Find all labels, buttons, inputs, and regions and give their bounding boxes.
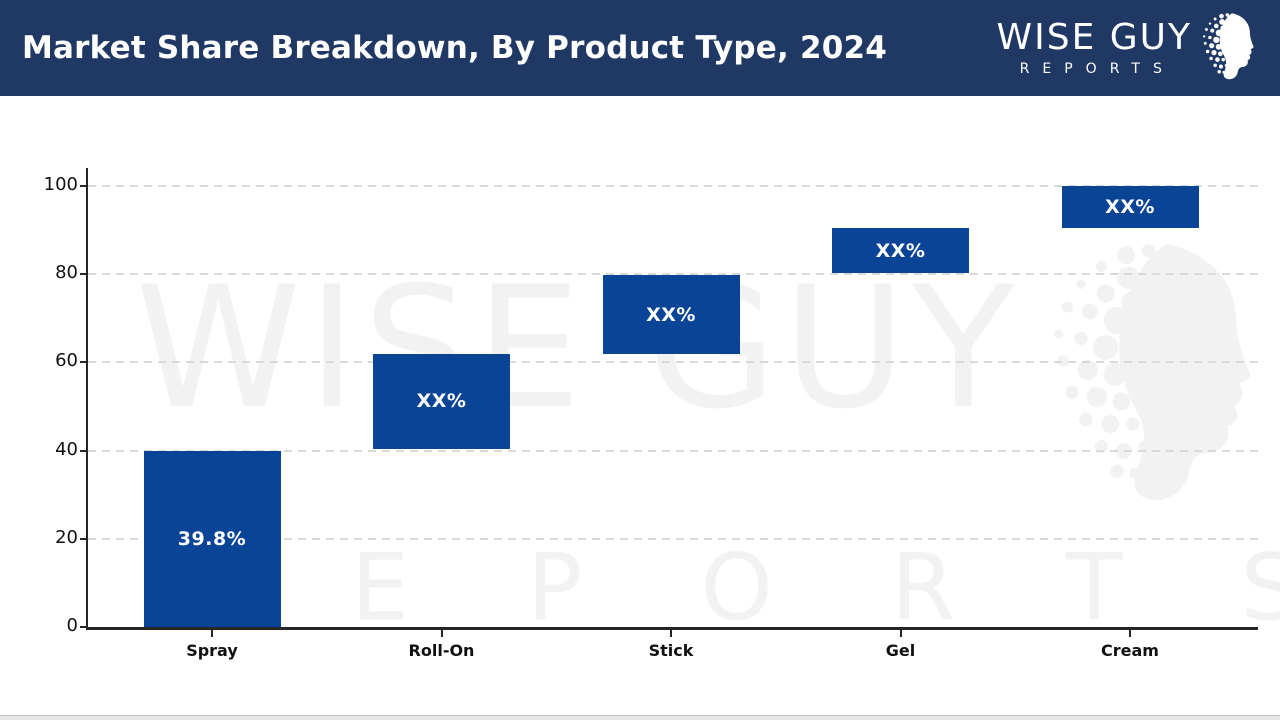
bar-roll-on: XX% xyxy=(373,353,510,449)
y-tick-100 xyxy=(80,185,88,187)
bar-gel: XX% xyxy=(832,228,969,274)
bar-value-label: 39.8% xyxy=(177,528,247,551)
bottom-strip xyxy=(0,715,1280,720)
bar-value-label: XX% xyxy=(416,390,467,413)
gridline-20 xyxy=(88,537,1258,540)
y-tick-20 xyxy=(80,537,88,540)
y-tick-60 xyxy=(80,361,88,364)
logo-text: WISE GUY REPORTS xyxy=(996,17,1193,77)
y-tick-label-80: 80 xyxy=(55,262,78,284)
y-axis-line xyxy=(86,168,88,629)
y-tick-40 xyxy=(80,449,88,452)
logo-wordmark: WISE GUY xyxy=(996,17,1192,58)
x-tick-spray xyxy=(211,630,213,637)
logo-head-icon xyxy=(1196,8,1254,88)
x-tick-label-stick: Stick xyxy=(648,641,694,660)
watermark-subtitle: REPORTS xyxy=(169,534,1280,641)
x-tick-roll-on xyxy=(440,630,443,637)
x-tick-gel xyxy=(899,630,902,637)
gridline-80 xyxy=(88,273,1258,276)
bar-value-label: XX% xyxy=(646,303,696,326)
y-tick-label-40: 40 xyxy=(55,438,78,460)
bar-spray: 39.8% xyxy=(143,451,281,627)
y-tick-0 xyxy=(80,626,88,628)
x-tick-label-roll-on: Roll-On xyxy=(408,641,475,660)
bar-cream: XX% xyxy=(1061,186,1199,229)
chart-title: Market Share Breakdown, By Product Type,… xyxy=(22,30,888,66)
y-tick-80 xyxy=(80,273,88,276)
gridline-40 xyxy=(88,449,1258,452)
watermark-head-icon xyxy=(1027,244,1252,514)
y-tick-label-60: 60 xyxy=(55,350,78,372)
chart-area: WISE GUY REPORTS 0 20 40 60 80 100 39.8% Spray X… xyxy=(0,96,1280,720)
logo: WISE GUY REPORTS xyxy=(997,8,1255,88)
header-bar: Market Share Breakdown, By Product Type,… xyxy=(0,0,1280,96)
logo-subtitle: REPORTS xyxy=(1019,61,1175,77)
bar-stick: XX% xyxy=(602,275,740,355)
y-tick-label-100: 100 xyxy=(43,174,78,195)
gridline-60 xyxy=(88,361,1258,364)
x-tick-stick xyxy=(670,630,672,637)
x-tick-label-spray: Spray xyxy=(186,641,238,660)
y-tick-label-20: 20 xyxy=(55,526,78,548)
x-tick-label-cream: Cream xyxy=(1101,641,1159,660)
gridline-100 xyxy=(88,185,1258,187)
bar-value-label: XX% xyxy=(875,239,926,262)
x-tick-label-gel: Gel xyxy=(885,641,916,660)
watermark-wordmark: WISE GUY xyxy=(135,250,1021,446)
bar-value-label: XX% xyxy=(1105,196,1155,219)
x-tick-cream xyxy=(1129,630,1131,637)
x-axis-line xyxy=(86,627,1258,630)
y-tick-label-0: 0 xyxy=(66,615,78,636)
